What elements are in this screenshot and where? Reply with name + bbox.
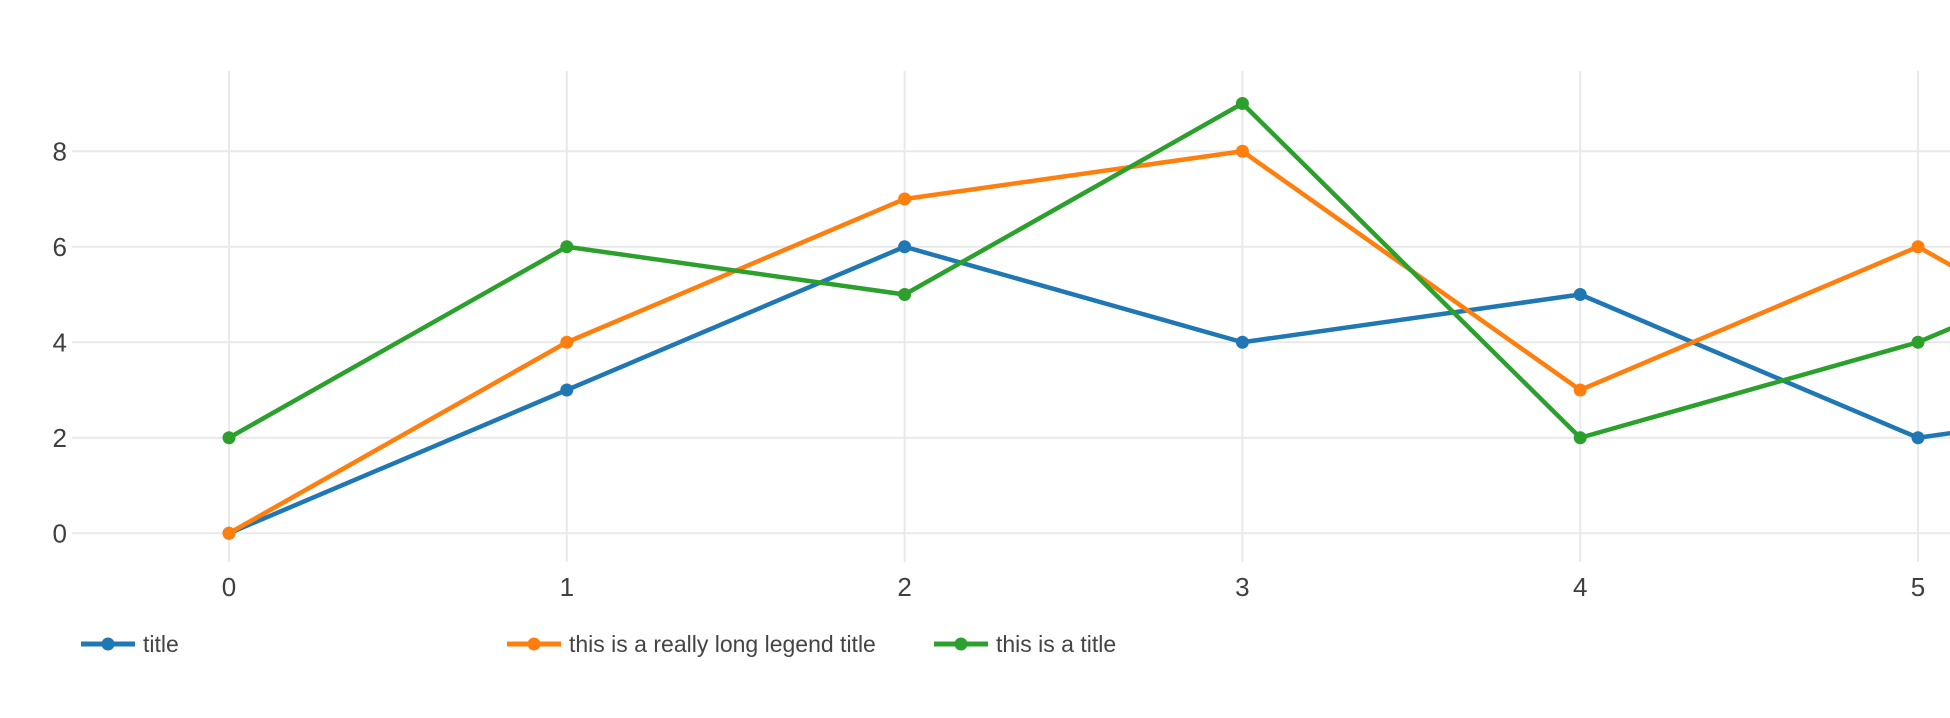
data-point-marker: [1911, 240, 1925, 254]
x-tick-label: 4: [1573, 572, 1587, 602]
legend-item-label: title: [143, 631, 179, 657]
data-point-marker: [898, 192, 912, 206]
legend-line-marker-icon: [507, 637, 561, 651]
legend-line-marker-icon: [81, 637, 135, 651]
data-point-marker: [222, 431, 236, 445]
data-point-marker: [1235, 97, 1249, 110]
legend-item-long-title[interactable]: this is a really long legend title: [505, 629, 876, 659]
y-tick-label: 4: [53, 327, 67, 357]
chart-legend: title this is a really long legend title…: [0, 629, 1950, 659]
x-tick-label: 5: [1911, 572, 1925, 602]
data-point-marker: [898, 288, 912, 301]
x-tick-label: 0: [222, 572, 236, 602]
legend-item-label: this is a really long legend title: [569, 631, 876, 657]
data-point-marker: [1911, 431, 1925, 445]
legend-line-marker-icon: [934, 637, 988, 651]
data-point-marker: [560, 383, 574, 397]
legend-item-label: this is a title: [996, 631, 1117, 657]
data-point-marker: [560, 335, 574, 349]
y-tick-label: 2: [53, 423, 67, 453]
data-point-marker: [1235, 335, 1249, 349]
x-tick-label: 3: [1235, 572, 1249, 602]
data-point-marker: [1573, 288, 1587, 301]
data-point-marker: [560, 240, 574, 254]
data-point-marker: [1911, 335, 1925, 349]
data-point-marker: [1235, 144, 1249, 158]
y-tick-label: 0: [53, 518, 67, 548]
data-point-marker: [1573, 431, 1587, 445]
x-tick-label: 2: [897, 572, 911, 602]
data-point-marker: [222, 526, 236, 540]
x-tick-label: 1: [560, 572, 574, 602]
y-tick-label: 6: [53, 232, 67, 262]
legend-item-this-is-a-title[interactable]: this is a title: [932, 629, 1116, 659]
legend-item-title[interactable]: title: [79, 629, 179, 659]
data-point-marker: [898, 240, 912, 254]
y-tick-label: 8: [53, 136, 67, 166]
data-point-marker: [1573, 383, 1587, 397]
